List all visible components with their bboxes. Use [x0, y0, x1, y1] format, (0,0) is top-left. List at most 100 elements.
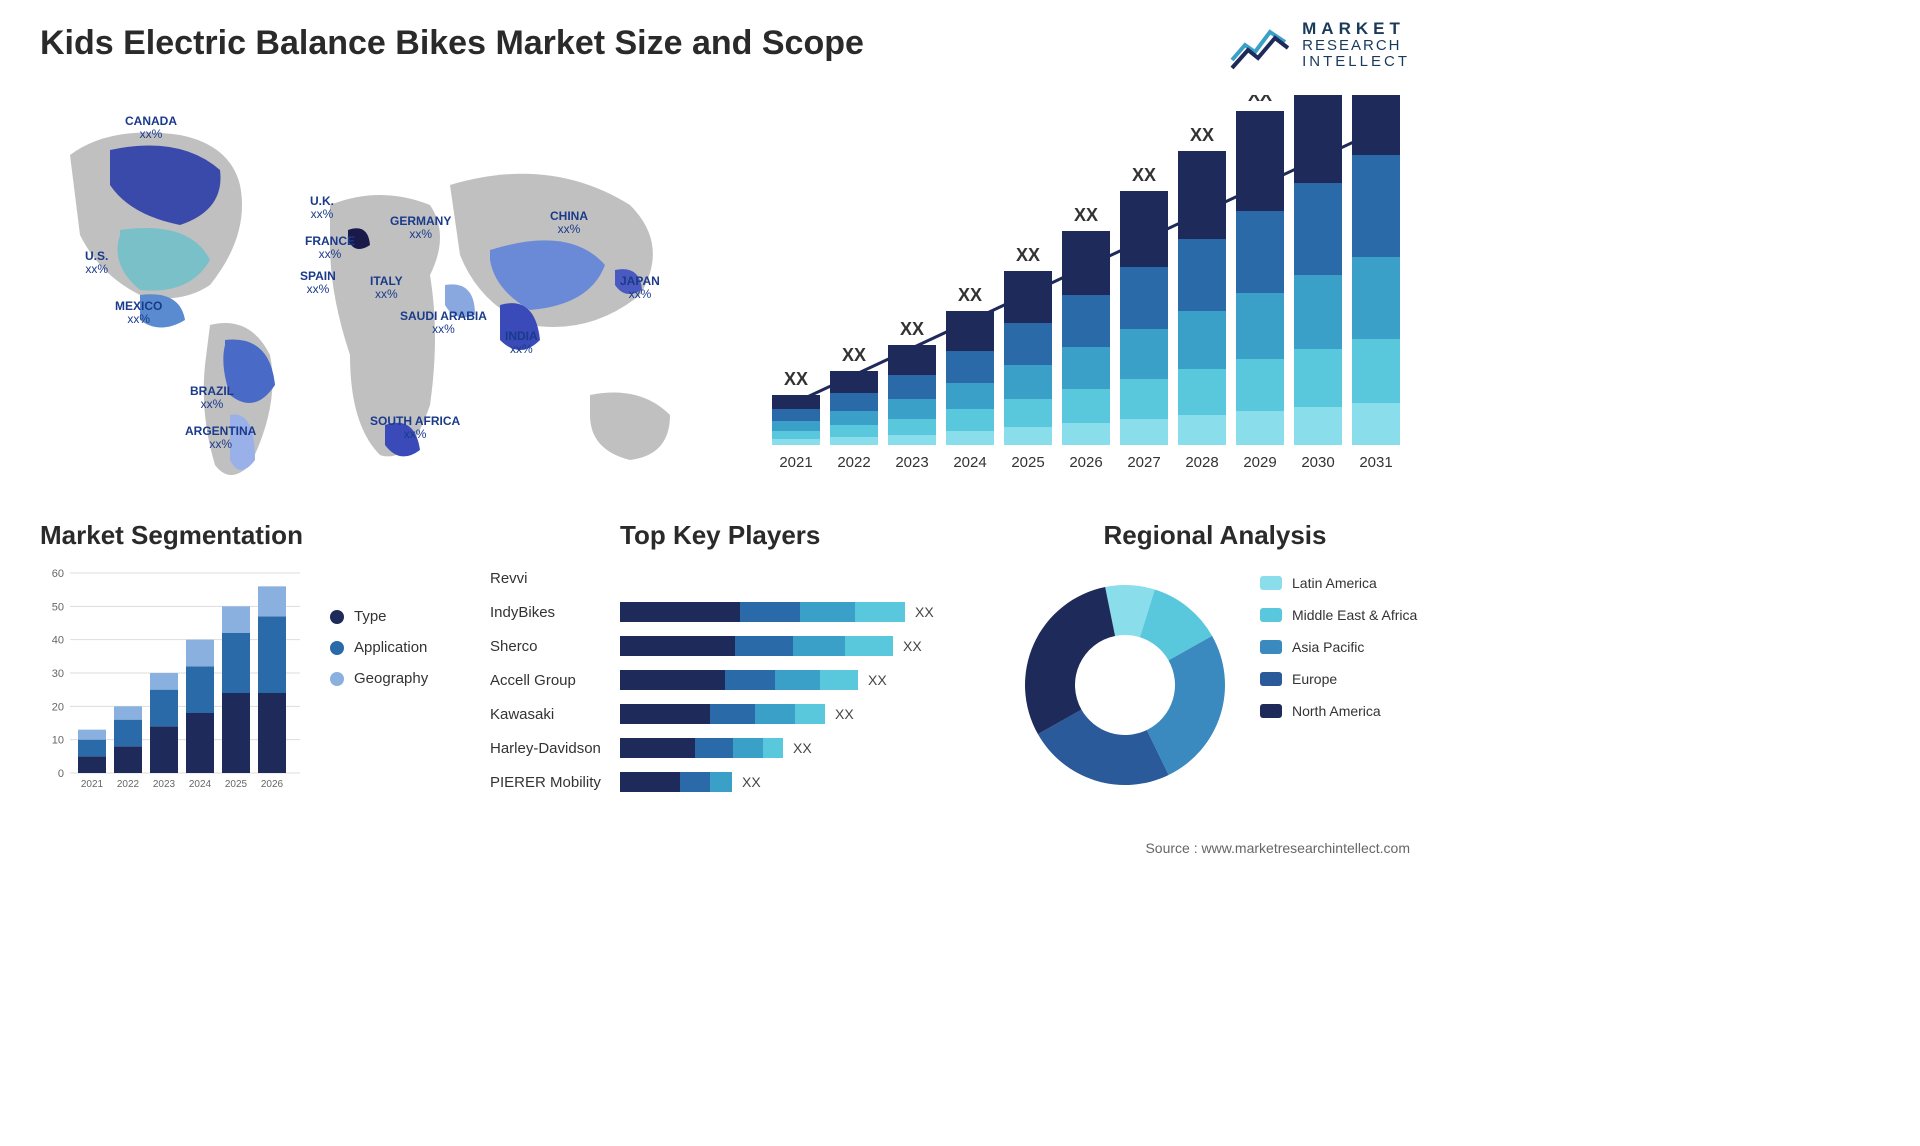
forecast-bar-seg [830, 437, 878, 445]
player-bar-seg [620, 602, 740, 622]
seg-bar-seg [78, 740, 106, 757]
map-label-germany: GERMANYxx% [390, 215, 451, 241]
map-label-india: INDIAxx% [505, 330, 538, 356]
seg-bar-seg [150, 673, 178, 690]
forecast-bar-seg [1004, 323, 1052, 365]
player-bar [620, 636, 893, 656]
seg-bar-seg [186, 666, 214, 713]
player-bar-seg [855, 602, 905, 622]
player-bar-seg [793, 636, 845, 656]
svg-text:20: 20 [52, 701, 64, 713]
market-segmentation-section: Market Segmentation 01020304050602021202… [40, 520, 460, 798]
seg-bar-seg [222, 633, 250, 693]
source-citation: Source : www.marketresearchintellect.com [1145, 840, 1410, 856]
map-label-france: FRANCExx% [305, 235, 355, 261]
player-value: XX [903, 638, 922, 654]
seg-bar-seg [114, 720, 142, 747]
player-bar-seg [795, 704, 825, 724]
player-bar-seg [735, 636, 793, 656]
svg-text:2026: 2026 [261, 779, 284, 790]
player-name: IndyBikes [490, 604, 620, 621]
map-label-saudiarabia: SAUDI ARABIAxx% [400, 310, 487, 336]
svg-text:2024: 2024 [189, 779, 212, 790]
forecast-year-label: 2023 [895, 454, 928, 471]
donut-slice [1147, 636, 1225, 775]
forecast-bar-label: XX [1248, 95, 1272, 105]
svg-text:60: 60 [52, 568, 64, 580]
player-row: Harley-Davidson XX [490, 732, 990, 764]
brand-logo: MARKET RESEARCH INTELLECT [1230, 20, 1410, 70]
world-map: CANADAxx%U.S.xx%MEXICOxx%BRAZILxx%ARGENT… [30, 95, 710, 495]
seg-bar-seg [114, 706, 142, 719]
player-bar-seg [710, 772, 732, 792]
map-label-southafrica: SOUTH AFRICAxx% [370, 415, 460, 441]
map-label-argentina: ARGENTINAxx% [185, 425, 256, 451]
forecast-bar-label: XX [1132, 165, 1156, 185]
seg-legend-item: Geography [330, 670, 428, 687]
map-label-italy: ITALYxx% [370, 275, 403, 301]
forecast-svg: XX2021XX2022XX2023XX2024XX2025XX2026XX20… [770, 95, 1410, 485]
forecast-bar-seg [1352, 403, 1400, 445]
player-bar [620, 772, 732, 792]
player-row: Revvi [490, 562, 990, 594]
player-bar-seg [820, 670, 858, 690]
forecast-bar-seg [1294, 183, 1342, 275]
forecast-bar-seg [772, 421, 820, 431]
players-title: Top Key Players [620, 520, 820, 551]
forecast-bar-seg [1236, 411, 1284, 445]
forecast-bar-seg [1004, 365, 1052, 399]
forecast-bar-seg [1120, 419, 1168, 445]
forecast-bar-seg [946, 409, 994, 431]
map-label-brazil: BRAZILxx% [190, 385, 234, 411]
forecast-year-label: 2029 [1243, 454, 1276, 471]
forecast-bar-seg [772, 409, 820, 421]
forecast-bar-seg [1352, 257, 1400, 339]
forecast-bar-seg [1120, 267, 1168, 329]
forecast-bar-seg [946, 431, 994, 445]
page-title: Kids Electric Balance Bikes Market Size … [40, 24, 864, 63]
logo-text-3: INTELLECT [1302, 54, 1410, 70]
player-bar-seg [763, 738, 783, 758]
forecast-bar-seg [1178, 151, 1226, 239]
forecast-bar-seg [1352, 95, 1400, 155]
player-bar-seg [620, 704, 710, 724]
player-row: IndyBikesXX [490, 596, 990, 628]
forecast-year-label: 2030 [1301, 454, 1334, 471]
player-bar-seg [733, 738, 763, 758]
regional-legend-item: Middle East & Africa [1260, 607, 1417, 623]
seg-bar-seg [222, 606, 250, 633]
seg-bar-seg [150, 726, 178, 773]
svg-text:2025: 2025 [225, 779, 248, 790]
regional-title: Regional Analysis [1010, 520, 1420, 551]
donut-slice [1025, 587, 1115, 734]
player-row: ShercoXX [490, 630, 990, 662]
forecast-bar-seg [1120, 329, 1168, 379]
forecast-bar-seg [1236, 211, 1284, 293]
regional-donut-chart [1010, 570, 1240, 800]
segmentation-chart: 0102030405060202120222023202420252026 [40, 563, 300, 793]
forecast-bar-seg [1120, 379, 1168, 419]
map-label-mexico: MEXICOxx% [115, 300, 162, 326]
forecast-bar-seg [1062, 347, 1110, 389]
player-name: PIERER Mobility [490, 774, 620, 791]
map-label-spain: SPAINxx% [300, 270, 336, 296]
forecast-bar-seg [1294, 407, 1342, 445]
player-name: Harley-Davidson [490, 740, 620, 757]
svg-text:2021: 2021 [81, 779, 104, 790]
seg-bar-seg [258, 586, 286, 616]
forecast-bar-seg [946, 311, 994, 351]
player-value: XX [793, 740, 812, 756]
player-value: XX [835, 706, 854, 722]
regional-analysis-section: Regional Analysis Latin AmericaMiddle Ea… [1010, 520, 1420, 563]
forecast-bar-seg [830, 425, 878, 437]
seg-bar-seg [186, 713, 214, 773]
player-bar-seg [725, 670, 775, 690]
forecast-bar-seg [1294, 95, 1342, 183]
svg-text:50: 50 [52, 601, 64, 613]
forecast-bar-label: XX [1190, 125, 1214, 145]
regional-legend-item: Asia Pacific [1260, 639, 1417, 655]
player-bar-seg [620, 772, 680, 792]
player-bar [620, 670, 858, 690]
logo-icon [1230, 20, 1290, 70]
forecast-bar-seg [1294, 349, 1342, 407]
